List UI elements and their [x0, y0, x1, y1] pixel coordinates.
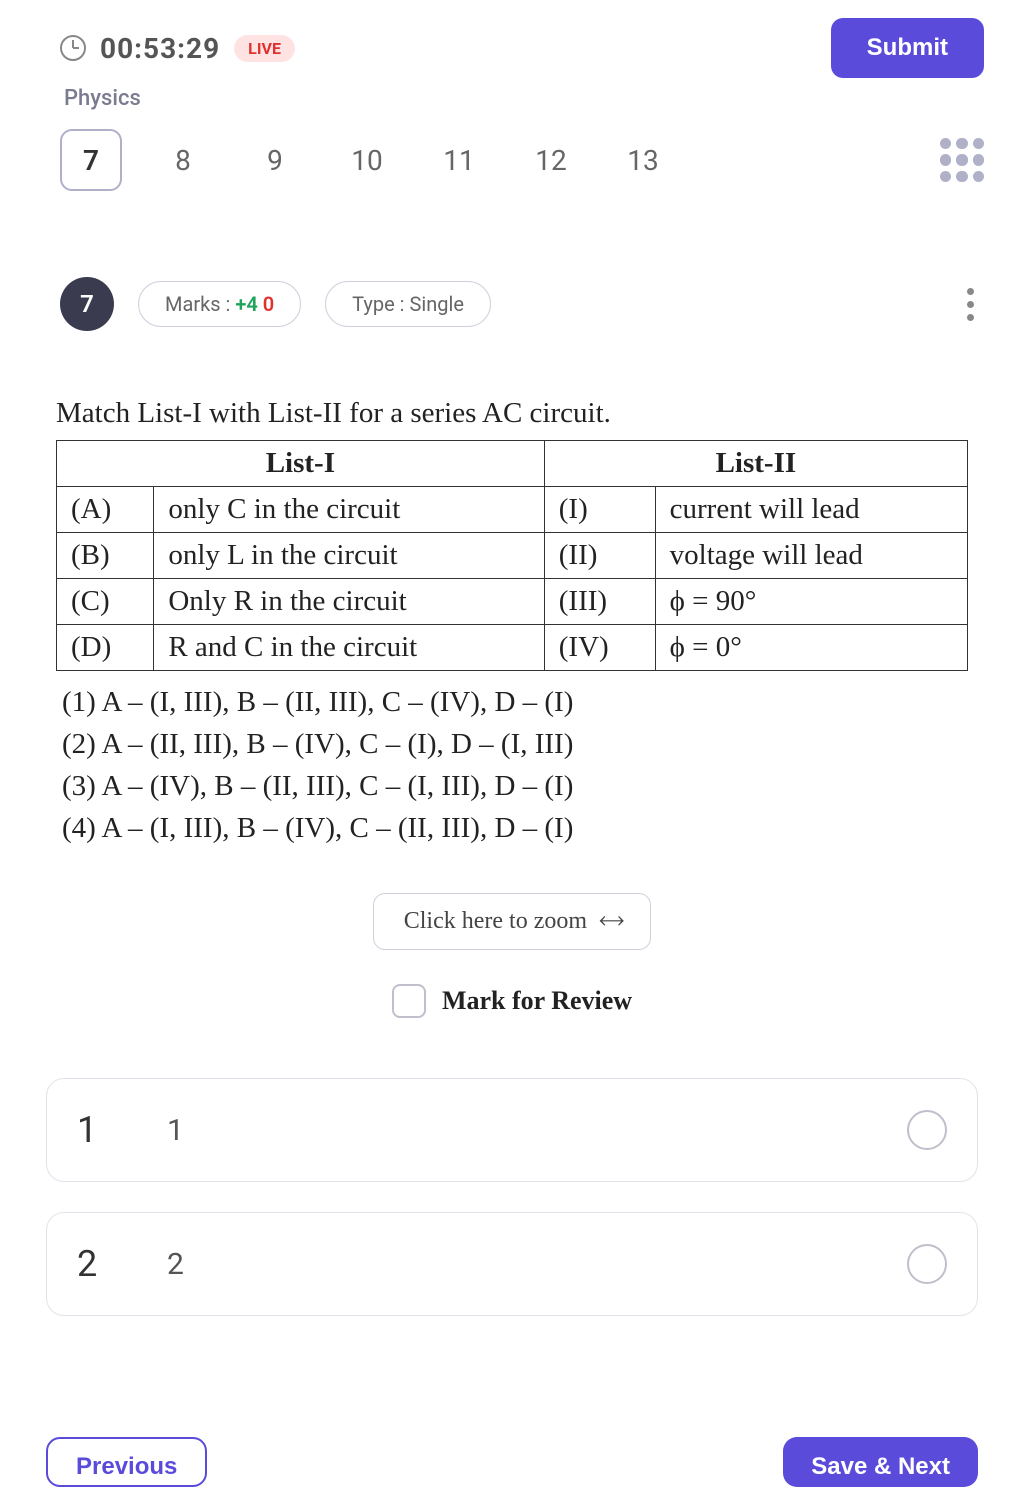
header: 00:53:29 LIVE Submit [0, 0, 1024, 84]
quiz-screen: 00:53:29 LIVE Submit Physics 7 8 9 10 11… [0, 0, 1024, 1487]
header-left: 00:53:29 LIVE [60, 32, 295, 65]
option-1: (1) A – (I, III), B – (II, III), C – (IV… [56, 681, 968, 723]
table-row: (A) only C in the circuit (I) current wi… [57, 487, 968, 533]
zoom-label: Click here to zoom [404, 908, 587, 934]
mark-review-row: Mark for Review [56, 984, 968, 1018]
subject-label: Physics [0, 84, 1024, 129]
previous-button[interactable]: Previous [46, 1437, 207, 1487]
meta-row: 7 Marks : +4 0 Type : Single [0, 217, 1024, 361]
live-badge: LIVE [234, 35, 295, 62]
option-list: (1) A – (I, III), B – (II, III), C – (IV… [56, 681, 968, 849]
expand-icon: ⤢ [594, 905, 627, 938]
radio-icon [907, 1110, 947, 1150]
answer-choice-1[interactable]: 1 1 [46, 1078, 978, 1182]
qnav-item-11[interactable]: 11 [428, 129, 490, 191]
answer-number: 1 [77, 1109, 117, 1151]
qnav-item-9[interactable]: 9 [244, 129, 306, 191]
option-3: (3) A – (IV), B – (II, III), C – (I, III… [56, 765, 968, 807]
mark-review-label: Mark for Review [442, 986, 632, 1016]
match-table: List-I List-II (A) only C in the circuit… [56, 440, 968, 671]
qnav-item-12[interactable]: 12 [520, 129, 582, 191]
qnav-item-7[interactable]: 7 [60, 129, 122, 191]
marks-pill: Marks : +4 0 [138, 281, 301, 327]
answer-choice-2[interactable]: 2 2 [46, 1212, 978, 1316]
table-row: (B) only L in the circuit (II) voltage w… [57, 533, 968, 579]
marks-positive: +4 [235, 292, 257, 316]
question-body: Match List-I with List-II for a series A… [0, 361, 1024, 1038]
list1-header: List-I [57, 441, 545, 487]
type-pill: Type : Single [325, 281, 491, 327]
submit-button[interactable]: Submit [831, 18, 984, 78]
bottom-nav: Previous Save & Next [0, 1421, 1024, 1487]
qnav-item-13[interactable]: 13 [612, 129, 674, 191]
timer-text: 00:53:29 [100, 32, 220, 65]
table-row: (C) Only R in the circuit (III) ϕ = 90° [57, 579, 968, 625]
marks-negative: 0 [263, 292, 274, 316]
question-number-badge: 7 [60, 277, 114, 331]
answer-text: 1 [167, 1113, 857, 1148]
option-2: (2) A – (II, III), B – (IV), C – (I), D … [56, 723, 968, 765]
mark-review-checkbox[interactable] [392, 984, 426, 1018]
answer-list: 1 1 2 2 [0, 1038, 1024, 1316]
radio-icon [907, 1244, 947, 1284]
save-next-button[interactable]: Save & Next [783, 1437, 978, 1487]
list2-header: List-II [544, 441, 967, 487]
answer-number: 2 [77, 1243, 117, 1285]
marks-label: Marks : [165, 292, 235, 316]
grid-icon[interactable] [940, 138, 984, 182]
zoom-button[interactable]: Click here to zoom ⤢ [373, 893, 651, 950]
clock-icon [60, 35, 86, 61]
table-row: (D) R and C in the circuit (IV) ϕ = 0° [57, 625, 968, 671]
question-stem: Match List-I with List-II for a series A… [56, 397, 968, 430]
answer-text: 2 [167, 1247, 857, 1282]
kebab-icon[interactable] [967, 288, 984, 321]
qnav-item-8[interactable]: 8 [152, 129, 214, 191]
option-4: (4) A – (I, III), B – (IV), C – (II, III… [56, 807, 968, 849]
question-nav: 7 8 9 10 11 12 13 [0, 129, 1024, 217]
qnav-item-10[interactable]: 10 [336, 129, 398, 191]
